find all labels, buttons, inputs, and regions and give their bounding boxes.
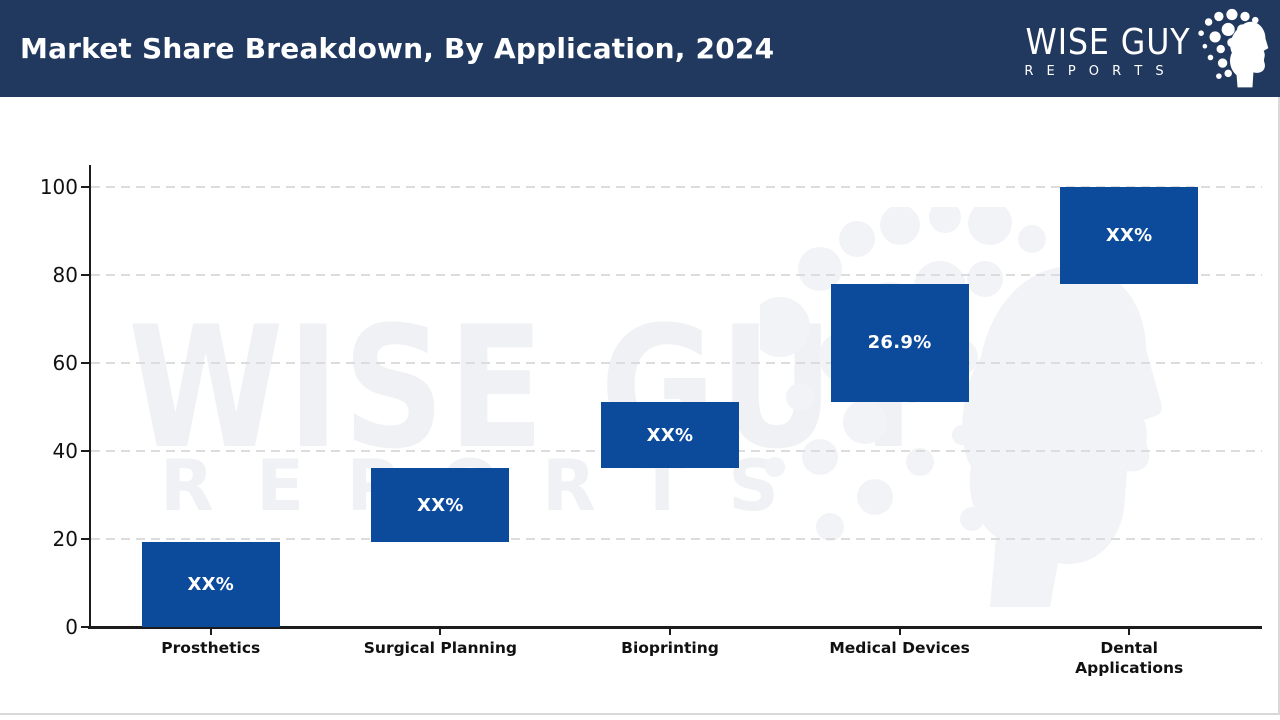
- waterfall-bar: 26.9%: [830, 283, 969, 403]
- page-right-border: [1278, 97, 1280, 715]
- gridline: [91, 538, 1262, 540]
- y-tick-label: 100: [39, 175, 78, 199]
- x-tick-label: Bioprinting: [621, 639, 719, 657]
- x-tick-mark: [439, 627, 442, 635]
- page-title: Market Share Breakdown, By Application, …: [20, 32, 775, 65]
- y-axis-spine: [89, 165, 91, 629]
- waterfall-bar: XX%: [601, 402, 739, 469]
- y-tick-mark: [81, 362, 89, 364]
- x-tick-mark: [669, 627, 671, 635]
- bar-value-label: XX%: [187, 574, 235, 596]
- chart-region: WISE GUY R E P O R T S 020406080100Prost…: [0, 97, 1280, 713]
- y-tick-label: 20: [52, 527, 78, 551]
- y-tick-mark: [81, 538, 89, 540]
- bar-value-label: XX%: [1105, 224, 1153, 246]
- x-tick-mark: [209, 627, 212, 635]
- y-tick-mark: [81, 626, 89, 628]
- x-tick-label: Prosthetics: [161, 639, 261, 657]
- x-axis-spine: [88, 626, 1262, 629]
- waterfall-bar: XX%: [371, 468, 510, 543]
- waterfall-bar: XX%: [141, 542, 280, 627]
- bar-value-label: XX%: [417, 494, 464, 516]
- gridline: [91, 274, 1262, 276]
- y-tick-label: 60: [52, 351, 78, 375]
- y-tick-mark: [81, 274, 89, 276]
- y-tick-mark: [81, 186, 89, 188]
- waterfall-bar: XX%: [1060, 187, 1199, 284]
- page-bottom-border: [0, 713, 1280, 715]
- wiseguy-logo: WISE GUY R E P O R T S: [1003, 8, 1271, 92]
- logo-wordmark: WISE GUY: [1025, 21, 1190, 63]
- bar-value-label: 26.9%: [867, 332, 932, 354]
- gridline: [91, 186, 1262, 188]
- y-tick-label: 80: [52, 263, 78, 287]
- bar-value-label: XX%: [646, 424, 694, 446]
- y-tick-label: 40: [52, 439, 78, 463]
- wiseguy-face-icon: [1198, 8, 1269, 88]
- x-tick-mark: [1128, 627, 1131, 635]
- gridline: [91, 362, 1262, 364]
- header-bar: Market Share Breakdown, By Application, …: [0, 0, 1280, 97]
- x-tick-label: Surgical Planning: [363, 639, 518, 657]
- logo-subtitle: R E P O R T S: [1024, 63, 1169, 79]
- y-tick-label: 0: [65, 615, 78, 639]
- y-tick-mark: [81, 450, 89, 452]
- x-tick-label: Medical Devices: [829, 639, 970, 657]
- wiseguy-logo-text: WISE GUY R E P O R T S: [1003, 22, 1191, 79]
- x-tick-mark: [898, 627, 901, 635]
- x-tick-label: Dental Applications: [1075, 639, 1184, 678]
